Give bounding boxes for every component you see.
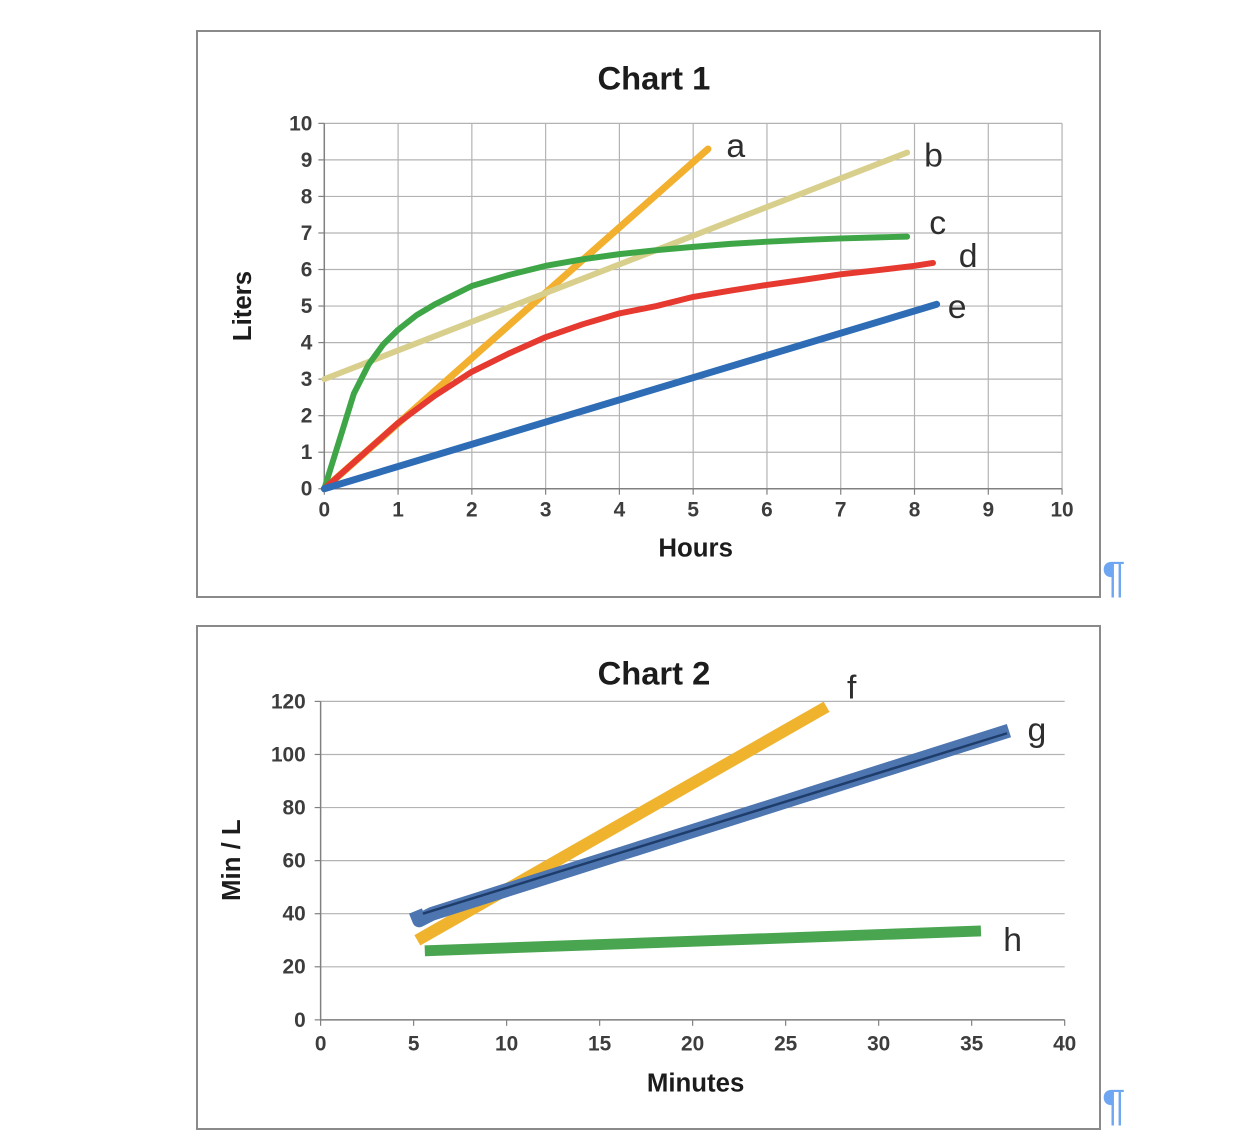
x-tick-label: 15 [588, 1033, 611, 1056]
y-tick-label: 0 [301, 478, 313, 501]
x-tick-label: 6 [761, 499, 773, 522]
y-tick-label: 20 [283, 956, 306, 979]
pilcrow-mark: ¶ [1102, 553, 1126, 602]
series-g-trendline-line [422, 732, 1008, 915]
x-tick-label: 5 [408, 1033, 420, 1056]
series-e-line [320, 300, 941, 493]
x-tick-label: 1 [392, 499, 404, 522]
series-label-h: h [1003, 921, 1022, 959]
y-tick-label: 5 [301, 295, 313, 318]
series-label-a: a [726, 127, 745, 165]
x-tick-label: 10 [495, 1033, 518, 1056]
y-tick-label: 10 [289, 112, 312, 135]
y-tick-label: 80 [283, 797, 306, 820]
x-tick-label: 0 [315, 1033, 327, 1056]
x-tick-label: 4 [614, 499, 626, 522]
x-tick-label: 35 [960, 1033, 983, 1056]
x-tick-label: 20 [681, 1033, 704, 1056]
chart1-frame[interactable]: 0 1 2 3 4 5 6 7 8 9 10 0 1 2 3 4 5 6 7 8 9 10 a b c d e Chart 1 Hour… [196, 30, 1101, 598]
y-tick-label: 40 [283, 903, 306, 926]
x-tick-label: 9 [982, 499, 994, 522]
chart2-figure: 0 5 10 15 20 25 30 35 40 0 20 40 60 80 100 120 f g h Chart … [218, 655, 1076, 1098]
x-tick-label: 10 [1050, 499, 1073, 522]
series-label-b: b [924, 136, 943, 174]
y-tick-label: 0 [294, 1009, 306, 1032]
series-label-g: g [1027, 711, 1046, 749]
x-tick-label: 7 [835, 499, 847, 522]
chart2-title: Chart 2 [598, 655, 711, 692]
series-b-line [321, 149, 911, 383]
chart1-ylabel: Liters [229, 271, 257, 341]
x-tick-label: 5 [687, 499, 699, 522]
x-tick-label: 8 [909, 499, 921, 522]
series-label-d: d [959, 237, 978, 275]
series-c-line [321, 233, 911, 492]
y-tick-label: 6 [301, 258, 313, 281]
y-tick-label: 100 [271, 743, 306, 766]
x-tick-label: 3 [540, 499, 552, 522]
y-tick-label: 8 [301, 185, 313, 208]
chart1-xlabel: Hours [658, 534, 733, 562]
x-tick-label: 30 [867, 1033, 890, 1056]
chart1-title: Chart 1 [598, 60, 711, 97]
series-label-e: e [948, 288, 967, 326]
y-tick-label: 1 [301, 441, 313, 464]
x-tick-label: 40 [1053, 1033, 1076, 1056]
series-label-c: c [929, 204, 946, 242]
series-label-f: f [847, 669, 857, 707]
x-tick-label: 2 [466, 499, 478, 522]
y-tick-label: 60 [283, 850, 306, 873]
x-tick-label: 25 [774, 1033, 797, 1056]
x-tick-label: 0 [319, 499, 331, 522]
y-tick-label: 9 [301, 149, 313, 172]
y-tick-label: 3 [301, 368, 313, 391]
y-tick-label: 4 [301, 332, 313, 355]
y-tick-label: 120 [271, 690, 306, 713]
pilcrow-mark: ¶ [1102, 1081, 1126, 1130]
chart2-ylabel: Min / L [218, 819, 246, 901]
chart2-xlabel: Minutes [647, 1069, 744, 1097]
y-tick-label: 2 [301, 405, 313, 428]
y-tick-label: 7 [301, 222, 313, 245]
chart2-frame[interactable]: 0 5 10 15 20 25 30 35 40 0 20 40 60 80 100 120 f g h Chart … [196, 625, 1101, 1130]
series-d-line [321, 259, 936, 492]
series-h-line [424, 925, 982, 957]
